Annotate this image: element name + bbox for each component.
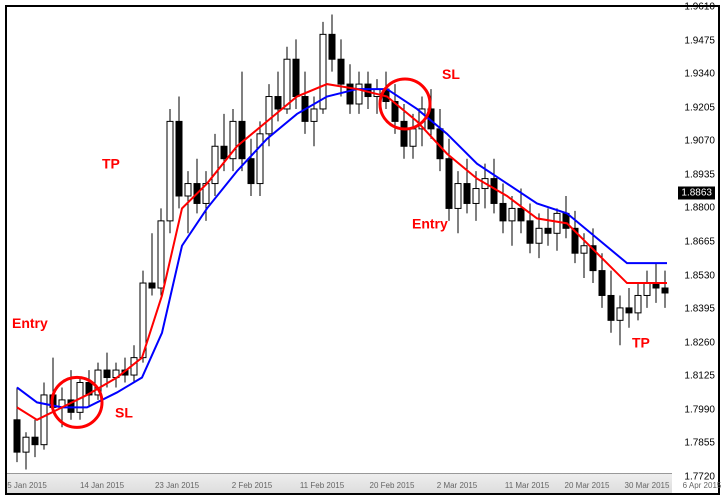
x-axis-label: 20 Feb 2015 bbox=[370, 481, 415, 490]
y-axis-label: 1.9205 bbox=[684, 102, 715, 113]
y-axis-label: 1.7855 bbox=[684, 438, 715, 449]
candle bbox=[563, 196, 569, 238]
y-axis-label: 1.8260 bbox=[684, 337, 715, 348]
y-axis-label: 1.9610 bbox=[684, 2, 715, 13]
candle bbox=[338, 39, 344, 96]
current-price-marker: 1.8863 bbox=[678, 186, 715, 199]
candle bbox=[608, 271, 614, 333]
candle bbox=[509, 196, 515, 246]
candle bbox=[329, 14, 335, 71]
candle bbox=[23, 432, 29, 469]
candle bbox=[464, 159, 470, 214]
candle bbox=[626, 288, 632, 328]
y-axis-label: 1.8125 bbox=[684, 371, 715, 382]
candle bbox=[617, 295, 623, 345]
annotation-text: SL bbox=[115, 404, 133, 420]
chart-svg: Entry TP SL SL Entry TP bbox=[7, 7, 672, 477]
candle bbox=[149, 233, 155, 295]
candle bbox=[437, 109, 443, 171]
candle bbox=[554, 208, 560, 250]
candle bbox=[257, 121, 263, 196]
candle bbox=[644, 271, 650, 308]
x-axis-label: 23 Jan 2015 bbox=[155, 481, 199, 490]
candle bbox=[635, 283, 641, 320]
chart-container: EntryTPSLSLEntryTP 1.77201.78551.79901.8… bbox=[5, 5, 720, 495]
candle bbox=[32, 420, 38, 457]
candle bbox=[14, 387, 20, 462]
x-axis-label: 30 Mar 2015 bbox=[625, 481, 670, 490]
x-axis: 5 Jan 2015 14 Jan 2015 23 Jan 2015 2 Feb 20… bbox=[7, 473, 672, 493]
y-axis-label: 1.8935 bbox=[684, 169, 715, 180]
y-axis-label: 1.7990 bbox=[684, 404, 715, 415]
ma-slow-line bbox=[17, 89, 667, 407]
x-axis-label: 2 Mar 2015 bbox=[437, 481, 477, 490]
candle bbox=[158, 208, 164, 295]
candle bbox=[86, 370, 92, 407]
y-axis-label: 1.8395 bbox=[684, 304, 715, 315]
candle bbox=[230, 109, 236, 171]
candle bbox=[113, 363, 119, 388]
y-axis-label: 1.9070 bbox=[684, 136, 715, 147]
annotation-text: TP bbox=[102, 156, 120, 172]
y-axis-label: 1.9475 bbox=[684, 35, 715, 46]
candle bbox=[194, 159, 200, 214]
candle bbox=[167, 109, 173, 233]
plot-area[interactable]: Entry TP SL SL Entry TP bbox=[7, 7, 672, 477]
x-axis-label: 6 Apr 2015 bbox=[683, 481, 722, 490]
y-axis-label: 1.8530 bbox=[684, 270, 715, 281]
candle bbox=[248, 139, 254, 196]
annotation-text: Entry bbox=[12, 315, 48, 331]
candle bbox=[239, 72, 245, 171]
x-axis-label: 14 Jan 2015 bbox=[80, 481, 124, 490]
ma-fast-line bbox=[17, 84, 667, 420]
candle bbox=[545, 208, 551, 245]
y-axis-label: 1.9340 bbox=[684, 69, 715, 80]
candle bbox=[302, 72, 308, 134]
x-axis-label: 20 Mar 2015 bbox=[565, 481, 610, 490]
y-axis-label: 1.8800 bbox=[684, 203, 715, 214]
candle bbox=[446, 139, 452, 221]
annotation-text: SL bbox=[442, 66, 460, 82]
candle bbox=[455, 171, 461, 233]
y-axis: 1.77201.78551.79901.81251.82601.83951.85… bbox=[668, 7, 718, 477]
x-axis-label: 2 Feb 2015 bbox=[232, 481, 272, 490]
candle bbox=[176, 97, 182, 209]
candle bbox=[356, 72, 362, 114]
candle bbox=[491, 159, 497, 214]
candle bbox=[536, 213, 542, 258]
candle bbox=[500, 184, 506, 234]
candle bbox=[212, 134, 218, 196]
y-axis-label: 1.8665 bbox=[684, 237, 715, 248]
x-axis-label: 11 Feb 2015 bbox=[300, 481, 344, 490]
x-axis-label: 11 Mar 2015 bbox=[505, 481, 549, 490]
annotation-text: Entry bbox=[412, 215, 448, 231]
annotation-text: TP bbox=[632, 335, 650, 351]
x-axis-label: 5 Jan 2015 bbox=[7, 481, 47, 490]
